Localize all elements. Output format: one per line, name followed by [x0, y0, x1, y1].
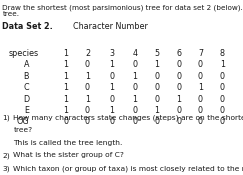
- Text: 1: 1: [109, 106, 114, 115]
- Text: What is the sister group of C?: What is the sister group of C?: [13, 152, 124, 158]
- Text: 0: 0: [176, 83, 181, 92]
- Text: How many characters state changes (steps) are on the shortest (most parsimonious: How many characters state changes (steps…: [13, 115, 243, 121]
- Text: 0: 0: [85, 83, 90, 92]
- Text: 4: 4: [132, 49, 137, 58]
- Text: 0: 0: [85, 117, 90, 126]
- Text: 0: 0: [132, 60, 137, 69]
- Text: 0: 0: [220, 94, 225, 103]
- Text: 0: 0: [154, 72, 159, 81]
- Text: 0: 0: [198, 117, 203, 126]
- Text: 0: 0: [109, 94, 114, 103]
- Text: 0: 0: [220, 83, 225, 92]
- Text: 0: 0: [198, 60, 203, 69]
- Text: 0: 0: [109, 72, 114, 81]
- Text: 0: 0: [176, 72, 181, 81]
- Text: 3: 3: [109, 49, 114, 58]
- Text: This is called the tree length.: This is called the tree length.: [13, 140, 123, 146]
- Text: 0: 0: [154, 83, 159, 92]
- Text: C: C: [24, 83, 29, 92]
- Text: 1: 1: [220, 60, 225, 69]
- Text: 1: 1: [63, 106, 68, 115]
- Text: 0: 0: [154, 117, 159, 126]
- Text: 1: 1: [154, 106, 159, 115]
- Text: 1: 1: [85, 72, 90, 81]
- Text: 7: 7: [198, 49, 203, 58]
- Text: 3): 3): [2, 165, 10, 171]
- Text: 0: 0: [85, 60, 90, 69]
- Text: 0: 0: [176, 117, 181, 126]
- Text: 0: 0: [198, 72, 203, 81]
- Text: 1: 1: [198, 83, 203, 92]
- Text: 0: 0: [63, 117, 68, 126]
- Text: tree.: tree.: [2, 11, 19, 17]
- Text: 5: 5: [154, 49, 159, 58]
- Text: 1: 1: [132, 72, 137, 81]
- Text: 0: 0: [154, 94, 159, 103]
- Text: tree?: tree?: [13, 127, 33, 133]
- Text: 1: 1: [63, 94, 68, 103]
- Text: Which taxon (or group of taxa) is most closely related to the monophyletic group: Which taxon (or group of taxa) is most c…: [13, 165, 243, 171]
- Text: 0: 0: [220, 106, 225, 115]
- Text: 1: 1: [109, 83, 114, 92]
- Text: Character Number: Character Number: [73, 22, 148, 31]
- Text: 1): 1): [2, 115, 10, 121]
- Text: 0: 0: [132, 106, 137, 115]
- Text: 1: 1: [109, 60, 114, 69]
- Text: 6: 6: [176, 49, 181, 58]
- Text: 2): 2): [2, 152, 10, 159]
- Text: 0: 0: [132, 117, 137, 126]
- Text: A: A: [24, 60, 29, 69]
- Text: E: E: [24, 106, 29, 115]
- Text: Data Set 2.: Data Set 2.: [2, 22, 53, 31]
- Text: 0: 0: [132, 83, 137, 92]
- Text: 1: 1: [63, 49, 68, 58]
- Text: 1: 1: [154, 60, 159, 69]
- Text: 8: 8: [220, 49, 225, 58]
- Text: 0: 0: [220, 117, 225, 126]
- Text: 0: 0: [198, 94, 203, 103]
- Text: 1: 1: [63, 83, 68, 92]
- Text: 0: 0: [109, 117, 114, 126]
- Text: Draw the shortest (most parsimonious) tree for data set 2 (below).  Place all ch: Draw the shortest (most parsimonious) tr…: [2, 4, 243, 11]
- Text: 1: 1: [63, 72, 68, 81]
- Text: 1: 1: [132, 94, 137, 103]
- Text: D: D: [23, 94, 29, 103]
- Text: B: B: [24, 72, 29, 81]
- Text: 0: 0: [198, 106, 203, 115]
- Text: 2: 2: [85, 49, 90, 58]
- Text: 0: 0: [176, 106, 181, 115]
- Text: 1: 1: [63, 60, 68, 69]
- Text: 0: 0: [220, 72, 225, 81]
- Text: 0: 0: [85, 106, 90, 115]
- Text: species: species: [9, 49, 39, 58]
- Text: OG: OG: [17, 117, 29, 126]
- Text: 1: 1: [85, 94, 90, 103]
- Text: 0: 0: [176, 60, 181, 69]
- Text: 1: 1: [176, 94, 181, 103]
